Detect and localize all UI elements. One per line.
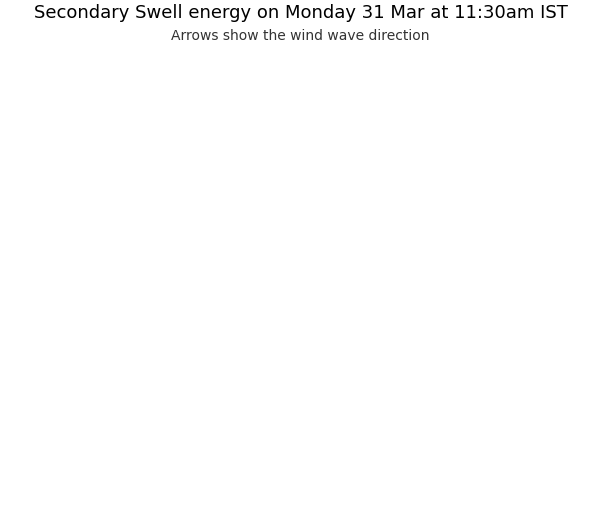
Text: Arrows show the wind wave direction: Arrows show the wind wave direction <box>171 29 430 43</box>
Text: Cartopy not available: Cartopy not available <box>225 272 376 286</box>
Text: Secondary Swell energy on Monday 31 Mar at 11:30am IST: Secondary Swell energy on Monday 31 Mar … <box>34 4 567 22</box>
